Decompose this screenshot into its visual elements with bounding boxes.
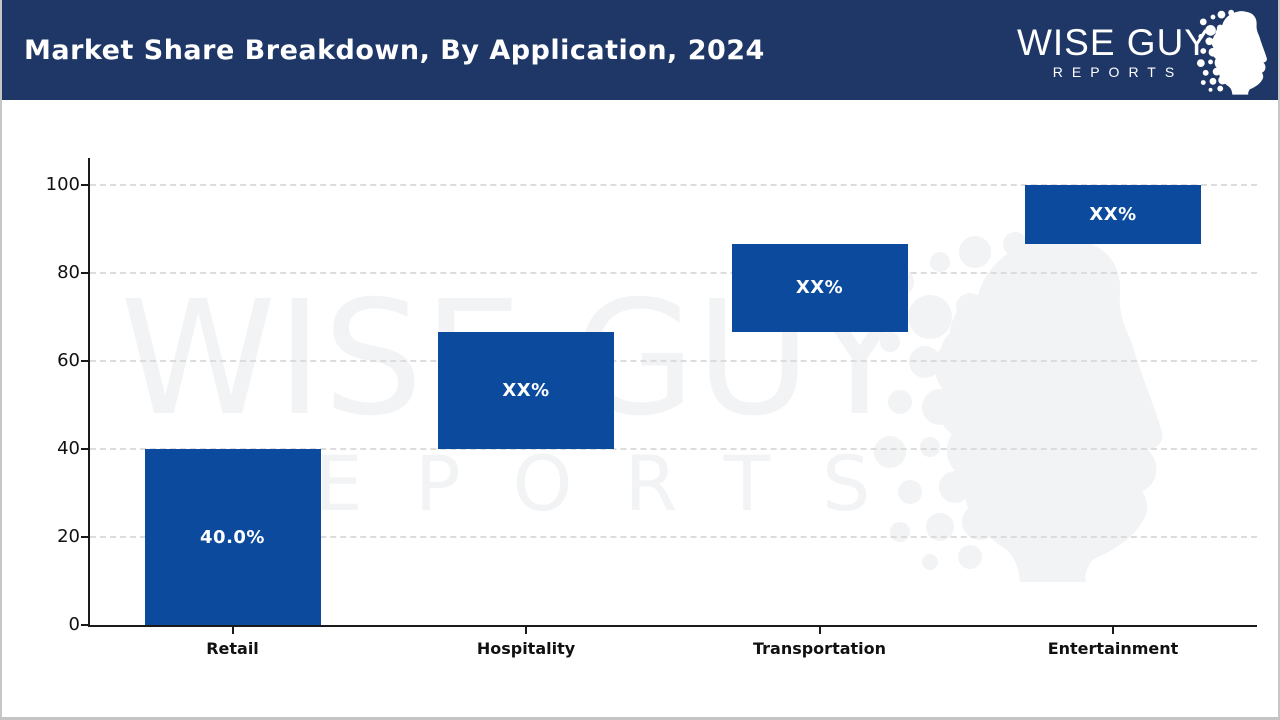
y-tick-mark-80 xyxy=(81,272,88,274)
x-tick-mark-retail xyxy=(231,625,234,634)
x-category-label: Retail xyxy=(206,639,259,658)
y-tick-mark-100 xyxy=(81,184,88,186)
gridline-60 xyxy=(90,360,1257,362)
y-tick-mark-0 xyxy=(81,624,88,626)
bar-entertainment: XX% xyxy=(1025,185,1201,244)
gridline-80 xyxy=(90,272,1257,274)
bar-value-label: XX% xyxy=(795,277,844,299)
y-tick-label-40: 40 xyxy=(57,438,80,459)
y-tick-label-60: 60 xyxy=(57,350,80,371)
logo-subtitle: REPORTS xyxy=(1052,63,1184,80)
gridline-100 xyxy=(90,184,1257,186)
x-category-label: Transportation xyxy=(752,639,887,658)
bar-transportation: XX% xyxy=(731,243,908,332)
bar-value-label: XX% xyxy=(502,379,550,401)
chart-title: Market Share Breakdown, By Application, … xyxy=(24,34,765,66)
waterfall-chart: 0 20 40 60 80 100 40.0% Retail XX% Hospitality XX%… xyxy=(2,100,1278,717)
y-tick-label-80: 80 xyxy=(57,262,80,283)
bar-retail: 40.0% xyxy=(144,449,321,625)
x-tick-mark-hospitality xyxy=(525,625,527,634)
y-tick-mark-60 xyxy=(81,360,88,362)
x-tick-mark-transportation xyxy=(818,625,821,634)
x-tick-mark-entertainment xyxy=(1112,625,1114,634)
y-tick-label-20: 20 xyxy=(57,526,80,547)
y-tick-mark-40 xyxy=(81,448,88,450)
header-bar: Market Share Breakdown, By Application, … xyxy=(2,0,1278,100)
logo-wordmark: WISE GUY xyxy=(1016,21,1210,63)
bar-value-label: 40.0% xyxy=(200,526,265,548)
y-tick-label-0: 0 xyxy=(68,614,80,635)
gridline-20 xyxy=(90,536,1257,538)
wiseguy-logo: WISE GUY REPORTS xyxy=(1017,4,1276,98)
gridline-40 xyxy=(90,448,1257,450)
x-category-label: Entertainment xyxy=(1047,639,1179,658)
y-tick-label-100: 100 xyxy=(45,174,80,195)
x-axis-spine xyxy=(88,625,1257,627)
bar-value-label: XX% xyxy=(1089,203,1137,225)
logo-text: WISE GUY REPORTS xyxy=(1017,24,1210,79)
x-category-label: Hospitality xyxy=(476,639,576,658)
bar-hospitality: XX% xyxy=(438,331,614,449)
wiseguy-head-icon xyxy=(1196,9,1267,95)
y-tick-mark-20 xyxy=(81,536,88,538)
y-axis-spine xyxy=(88,158,90,627)
